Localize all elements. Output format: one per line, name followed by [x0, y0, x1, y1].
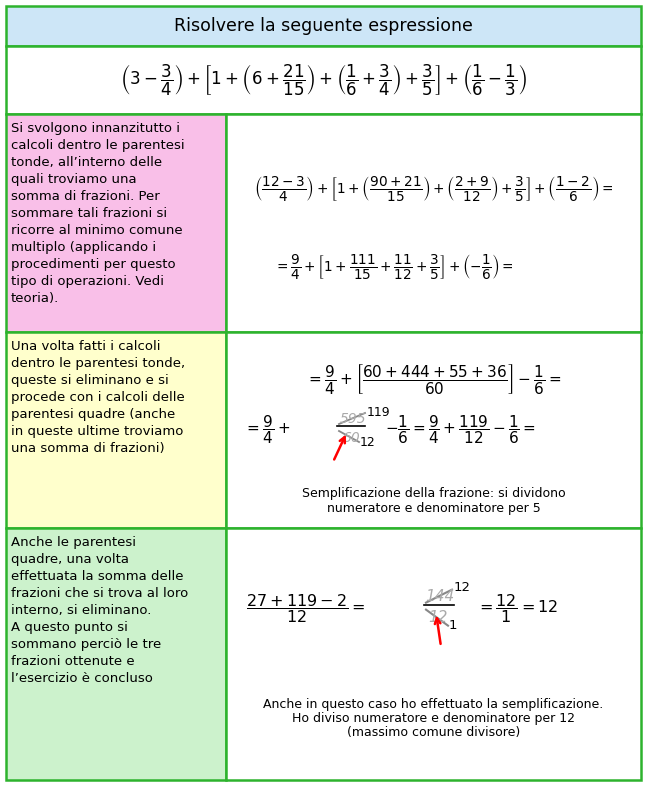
Text: Ho diviso numeratore e denominatore per 12: Ho diviso numeratore e denominatore per …	[292, 712, 575, 725]
Bar	[226, 332, 641, 528]
Text: 12: 12	[360, 436, 376, 450]
Text: Anche in questo caso ho effettuato la semplificazione.: Anche in questo caso ho effettuato la se…	[263, 698, 604, 711]
Text: $=\dfrac{9}{4}+\left[\dfrac{60+444+55+36}{60}\right]-\dfrac{1}{6}=$: $=\dfrac{9}{4}+\left[\dfrac{60+444+55+36…	[306, 362, 561, 396]
Text: $\left(3-\dfrac{3}{4}\right)+\left[1+\left(6+\dfrac{21}{15}\right)+\left(\dfrac{: $\left(3-\dfrac{3}{4}\right)+\left[1+\le…	[120, 62, 527, 97]
Bar	[6, 332, 226, 528]
Text: 119: 119	[367, 406, 391, 418]
Text: 12: 12	[428, 610, 448, 625]
Bar	[6, 528, 226, 780]
Text: 60: 60	[342, 431, 360, 445]
Text: 12: 12	[454, 581, 471, 594]
Bar	[6, 46, 641, 114]
Text: $=\dfrac{12}{1}=12$: $=\dfrac{12}{1}=12$	[476, 592, 558, 625]
Text: (massimo comune divisore): (massimo comune divisore)	[347, 726, 520, 739]
Text: Risolvere la seguente espressione: Risolvere la seguente espressione	[174, 17, 473, 35]
Text: $\left(\dfrac{12-3}{4}\right)+\left[1+\left(\dfrac{90+21}{15}\right)+\left(\dfra: $\left(\dfrac{12-3}{4}\right)+\left[1+\l…	[254, 174, 613, 203]
Bar	[226, 114, 641, 332]
Bar	[226, 528, 641, 780]
Text: Semplificazione della frazione: si dividono
numeratore e denominatore per 5: Semplificazione della frazione: si divid…	[302, 487, 565, 515]
Text: Anche le parentesi
quadre, una volta
effettuata la somma delle
frazioni che si t: Anche le parentesi quadre, una volta eff…	[11, 536, 188, 685]
Text: Si svolgono innanzitutto i
calcoli dentro le parentesi
tonde, all’interno delle
: Si svolgono innanzitutto i calcoli dentr…	[11, 122, 184, 305]
Text: Una volta fatti i calcoli
dentro le parentesi tonde,
queste si eliminano e si
pr: Una volta fatti i calcoli dentro le pare…	[11, 340, 185, 455]
Text: $=\dfrac{9}{4}+$: $=\dfrac{9}{4}+$	[244, 413, 291, 446]
Text: $\dfrac{27+119-2}{12}=$: $\dfrac{27+119-2}{12}=$	[246, 592, 365, 625]
Text: $-\dfrac{1}{6}=\dfrac{9}{4}+\dfrac{119}{12}-\dfrac{1}{6}=$: $-\dfrac{1}{6}=\dfrac{9}{4}+\dfrac{119}{…	[385, 413, 536, 446]
Bar	[6, 114, 226, 332]
Text: $=\dfrac{9}{4}+\left[1+\dfrac{111}{15}+\dfrac{11}{12}+\dfrac{3}{5}\right]+\left(: $=\dfrac{9}{4}+\left[1+\dfrac{111}{15}+\…	[274, 252, 514, 281]
Text: 595: 595	[340, 412, 366, 426]
Bar	[6, 6, 641, 46]
Text: 144: 144	[425, 590, 455, 604]
Text: 1: 1	[449, 619, 457, 632]
